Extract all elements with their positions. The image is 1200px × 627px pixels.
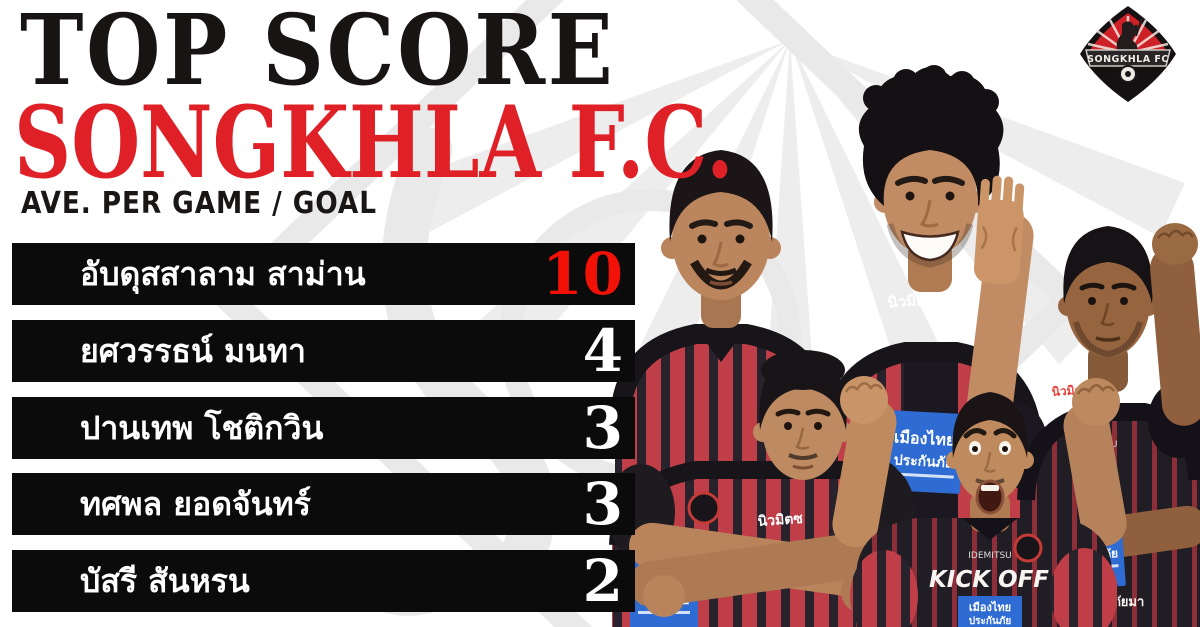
raised-arm [1150,246,1200,426]
raised-palm [973,175,1025,285]
goals-value: 3 [582,470,623,538]
goals-value: 10 [542,240,623,308]
player-name: ยศวรรธน์ มนทา [80,331,306,370]
face [1066,247,1150,357]
club-badge [1013,533,1043,563]
svg-text:ประกันภัย: ประกันภัย [969,615,1012,627]
sponsor-kickoff-text: KICK OFF [929,567,1049,593]
smile [900,230,960,262]
logo-club-name: SONGKHLA FC [1087,54,1169,65]
page-title: TOP SCORE [20,0,616,107]
scoreboard-row: ปานเทพ โชติกวิน 3 [12,397,635,459]
scoreboard-row: อับดุสสาลาม สาม่าน 10 [12,243,635,305]
raised-arm [1063,402,1127,547]
sponsor-idemitsu-text: IDEMITSU [968,551,1012,561]
goals-value: 4 [582,317,623,385]
goals-value: 3 [582,394,623,462]
club-logo: SONGKHLA FC [1080,6,1176,102]
player-name: ทศพล ยอดจันทร์ [80,484,311,523]
fist [1152,223,1198,265]
raised-arm [832,398,897,548]
hair [669,150,773,242]
svg-text:เมืองไทย: เมืองไทย [894,427,956,449]
face [883,140,977,256]
player-name: ปานเทพ โชติกวิน [80,408,324,447]
tagline: AVE. PER GAME / GOAL [21,186,377,221]
mustache [788,453,818,460]
svg-text:ประกันภัย: ประกันภัย [893,452,953,471]
sponsor-newmitsu-text: นิวมิตซ [887,290,937,312]
hair [1063,226,1153,304]
face [762,374,844,480]
player-name: บัสรี สันหรน [80,561,250,600]
goals-value: 2 [582,547,623,615]
player-name: อับดุสสาลาม สาม่าน [80,254,366,293]
logo-mermaid [1116,21,1138,52]
sponsor-newmitsu-text: นิวมิตซ [757,511,804,530]
svg-text:เมืองไทย: เมืองไทย [969,600,1011,614]
crossed-arm [629,531,889,608]
player-photo-4: นิวมิตซ IDEMITSU เมืองไทย ประกันภัย [607,350,915,627]
sponsor-patch-muangthai: เมืองไทย ประกันภัย [884,410,964,494]
player-photo-5: IDEMITSU KICK OFF เมืองไทย ประกันภัย [832,376,1127,627]
club-badge [687,491,721,525]
curly-hair [858,67,1004,206]
scoreboard-row: ยศวรรธน์ มนทา 4 [12,320,635,382]
sponsor-patch-muangthai: เมืองไทย ประกันภัย [958,596,1022,627]
hair [952,392,1028,458]
club-title: SONGKHLA F.C. [14,85,734,201]
scoreboard-row: บัสรี สันหรน 2 [12,550,635,612]
scoreboard-row: ทศพล ยอดจันทร์ 3 [12,473,635,535]
